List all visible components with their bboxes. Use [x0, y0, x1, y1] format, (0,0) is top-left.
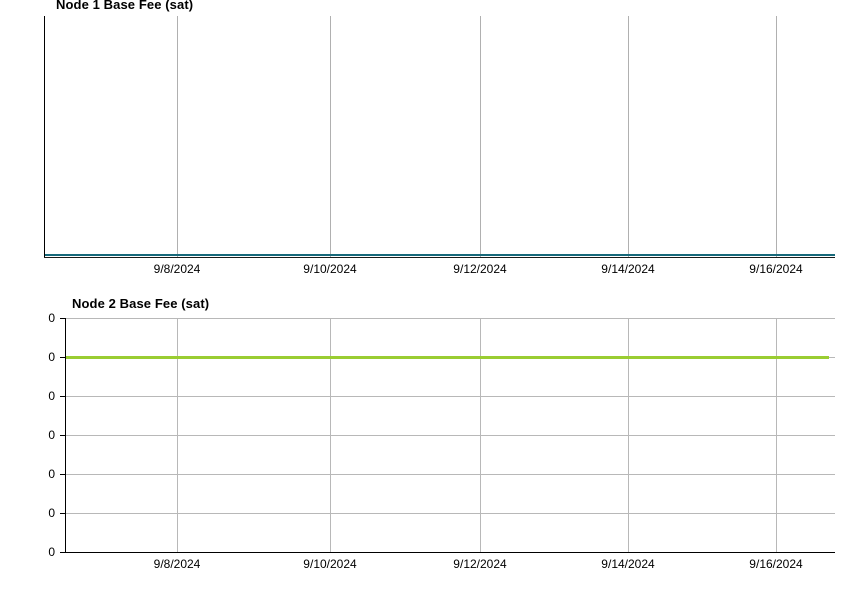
- chart2-y-tick-1: [60, 357, 66, 358]
- chart2-y-tick-3: [60, 435, 66, 436]
- chart-node-1-base-fee: Node 1 Base Fee (sat) 9/8/2024 9/10/2024 9…: [0, 0, 860, 290]
- chart2-y-tick-label-4: 0: [48, 467, 55, 481]
- chart2-gridline-h-0: [65, 318, 835, 319]
- chart2-gridline-h-2: [65, 396, 835, 397]
- chart2-x-tick-label-3: 9/14/2024: [601, 557, 655, 571]
- chart2-gridline-h-3: [65, 435, 835, 436]
- chart1-x-tick-label-3: 9/14/2024: [601, 262, 655, 276]
- chart1-plot-area: [44, 16, 835, 257]
- chart1-x-tick-labels: 9/8/2024 9/10/2024 9/12/2024 9/14/2024 9/16/…: [0, 262, 860, 280]
- chart2-y-tick-5: [60, 513, 66, 514]
- chart2-title: Node 2 Base Fee (sat): [72, 296, 210, 311]
- chart2-x-tick-label-0: 9/8/2024: [153, 557, 201, 571]
- chart2-series-line: [66, 356, 829, 359]
- chart2-x-tick-label-2: 9/12/2024: [453, 557, 507, 571]
- chart2-y-tick-4: [60, 474, 66, 475]
- chart2-x-axis-line: [65, 552, 835, 553]
- chart2-gridline-v-2: [480, 318, 481, 552]
- chart2-gridline-h-5: [65, 513, 835, 514]
- chart1-x-axis-line: [44, 257, 835, 258]
- chart1-y-axis-line: [44, 16, 45, 257]
- chart1-x-tick-label-1: 9/10/2024: [303, 262, 357, 276]
- chart1-title: Node 1 Base Fee (sat): [56, 0, 194, 12]
- chart1-gridline-v-1: [330, 16, 331, 257]
- chart2-y-tick-label-0: 0: [48, 311, 55, 325]
- chart2-y-tick-6: [60, 552, 66, 553]
- chart2-y-tick-label-6: 0: [48, 545, 55, 559]
- chart2-y-tick-label-3: 0: [48, 428, 55, 442]
- chart1-gridline-v-4: [776, 16, 777, 257]
- chart2-gridline-v-3: [628, 318, 629, 552]
- chart2-gridline-v-1: [330, 318, 331, 552]
- chart1-gridline-v-3: [628, 16, 629, 257]
- chart2-x-tick-label-4: 9/16/2024: [749, 557, 803, 571]
- chart1-gridline-v-2: [480, 16, 481, 257]
- chart2-gridline-v-4: [776, 318, 777, 552]
- chart2-x-tick-label-1: 9/10/2024: [303, 557, 357, 571]
- chart2-x-tick-labels: 9/8/2024 9/10/2024 9/12/2024 9/14/2024 9/16/…: [0, 557, 860, 575]
- chart1-x-tick-label-4: 9/16/2024: [749, 262, 803, 276]
- chart1-x-tick-label-2: 9/12/2024: [453, 262, 507, 276]
- chart1-gridline-v-0: [177, 16, 178, 257]
- chart2-y-tick-label-5: 0: [48, 506, 55, 520]
- chart1-x-tick-label-0: 9/8/2024: [153, 262, 201, 276]
- chart2-gridline-v-0: [177, 318, 178, 552]
- chart2-y-tick-0: [60, 318, 66, 319]
- chart2-y-tick-label-2: 0: [48, 389, 55, 403]
- chart2-y-tick-2: [60, 396, 66, 397]
- chart2-y-tick-label-1: 0: [48, 350, 55, 364]
- chart2-gridline-h-4: [65, 474, 835, 475]
- chart1-series-line: [45, 254, 835, 256]
